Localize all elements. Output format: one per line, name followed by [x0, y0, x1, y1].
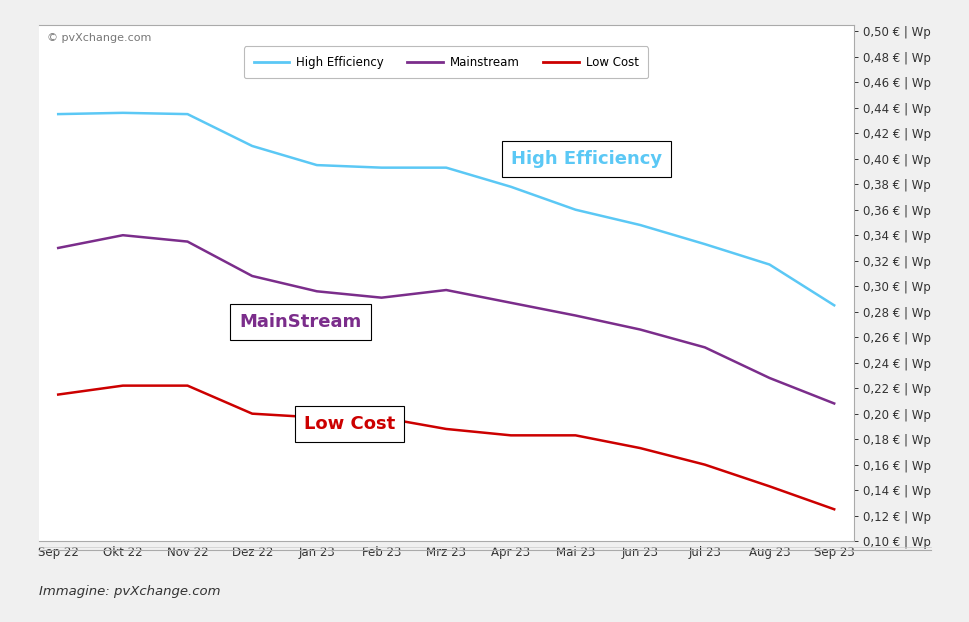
Text: Low Cost: Low Cost — [303, 415, 394, 433]
Text: © pvXchange.com: © pvXchange.com — [47, 32, 151, 43]
Text: Immagine: pvXchange.com: Immagine: pvXchange.com — [39, 585, 220, 598]
Legend: High Efficiency, Mainstream, Low Cost: High Efficiency, Mainstream, Low Cost — [244, 46, 647, 78]
Text: High Efficiency: High Efficiency — [511, 150, 661, 168]
Text: MainStream: MainStream — [239, 313, 361, 331]
